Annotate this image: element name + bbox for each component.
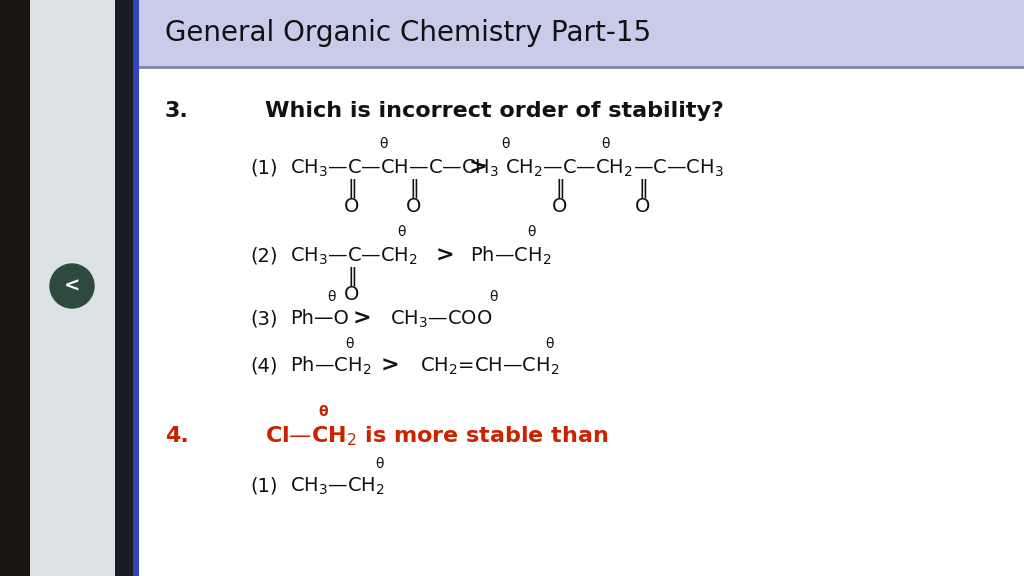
Text: θ: θ — [527, 225, 537, 239]
Text: ‖: ‖ — [410, 178, 419, 198]
Text: θ: θ — [376, 457, 384, 471]
Text: θ: θ — [397, 225, 407, 239]
Text: Ph—O: Ph—O — [290, 309, 349, 328]
FancyBboxPatch shape — [133, 0, 139, 576]
Text: (4): (4) — [250, 357, 278, 376]
Text: O: O — [344, 196, 359, 215]
Text: θ: θ — [489, 290, 499, 304]
Text: (2): (2) — [250, 247, 278, 266]
Text: >: > — [381, 356, 399, 376]
Text: (3): (3) — [250, 309, 278, 328]
Text: ‖: ‖ — [638, 178, 648, 198]
Text: θ: θ — [346, 337, 354, 351]
FancyBboxPatch shape — [30, 0, 145, 576]
Text: θ: θ — [501, 137, 509, 151]
Text: ‖: ‖ — [555, 178, 565, 198]
Text: Ph—CH$_2$: Ph—CH$_2$ — [290, 355, 372, 377]
Text: θ: θ — [380, 137, 388, 151]
Text: CH$_2$—C—CH$_2$—C—CH$_3$: CH$_2$—C—CH$_2$—C—CH$_3$ — [505, 157, 724, 179]
Text: θ: θ — [546, 337, 554, 351]
Text: >: > — [352, 309, 372, 329]
Text: Cl—CH$_2$ is more stable than: Cl—CH$_2$ is more stable than — [265, 424, 608, 448]
Circle shape — [50, 264, 94, 308]
Text: 3.: 3. — [165, 101, 188, 121]
Text: General Organic Chemistry Part-15: General Organic Chemistry Part-15 — [165, 19, 651, 47]
Text: θ: θ — [601, 137, 609, 151]
Text: CH$_3$—CH$_2$: CH$_3$—CH$_2$ — [290, 475, 385, 497]
Text: Which is incorrect order of stability?: Which is incorrect order of stability? — [265, 101, 724, 121]
Text: CH$_3$—C—CH—C—CH$_3$: CH$_3$—C—CH—C—CH$_3$ — [290, 157, 500, 179]
Text: O: O — [407, 196, 422, 215]
Text: ‖: ‖ — [347, 178, 357, 198]
Text: O: O — [552, 196, 567, 215]
Text: CH$_2$=CH—CH$_2$: CH$_2$=CH—CH$_2$ — [420, 355, 559, 377]
FancyBboxPatch shape — [0, 0, 30, 576]
Text: ‖: ‖ — [347, 266, 357, 286]
Text: O: O — [344, 285, 359, 304]
Text: (1): (1) — [250, 158, 278, 177]
Text: Ph—CH$_2$: Ph—CH$_2$ — [470, 245, 551, 267]
FancyBboxPatch shape — [115, 0, 133, 576]
Text: >: > — [469, 158, 487, 178]
Text: CH$_3$—COO: CH$_3$—COO — [390, 308, 493, 329]
Text: 4.: 4. — [165, 426, 188, 446]
FancyBboxPatch shape — [139, 66, 1024, 69]
Text: θ: θ — [328, 290, 336, 304]
Text: (1): (1) — [250, 476, 278, 495]
Text: >: > — [435, 246, 455, 266]
FancyBboxPatch shape — [139, 0, 1024, 66]
Text: <: < — [63, 276, 80, 295]
Text: CH$_3$—C—CH$_2$: CH$_3$—C—CH$_2$ — [290, 245, 418, 267]
FancyBboxPatch shape — [139, 0, 1024, 576]
Text: θ: θ — [318, 405, 328, 419]
Text: O: O — [635, 196, 650, 215]
